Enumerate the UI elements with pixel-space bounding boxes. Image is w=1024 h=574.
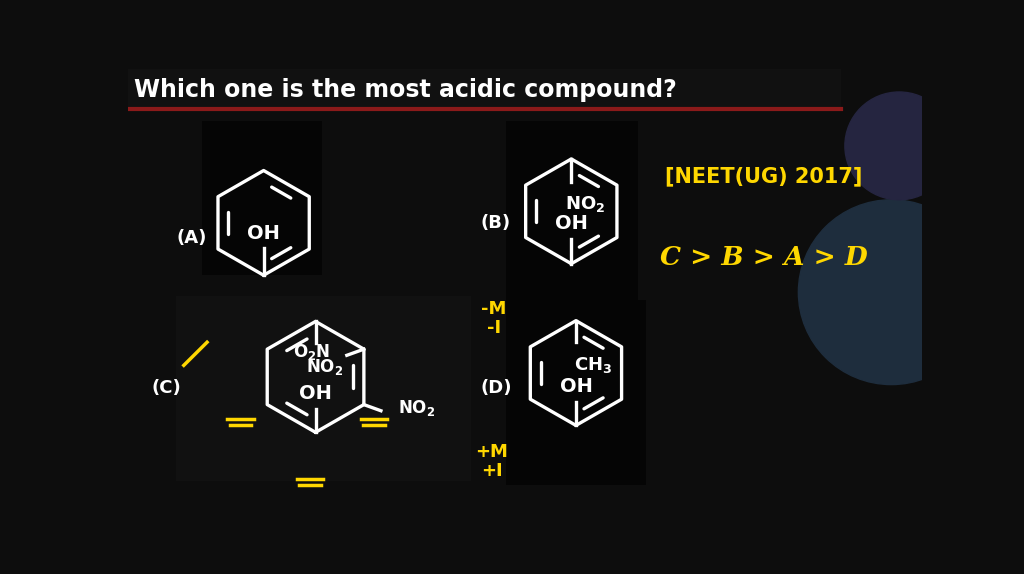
Text: OH: OH [555,214,588,233]
Text: (A): (A) [176,229,207,247]
Text: (C): (C) [152,379,181,397]
Circle shape [799,200,984,385]
Text: OH: OH [299,384,332,403]
Text: (D): (D) [480,379,512,397]
Text: (B): (B) [480,214,511,232]
Text: +I: +I [480,462,503,480]
Text: OH: OH [559,377,593,396]
Text: $\mathregular{NO_2}$: $\mathregular{NO_2}$ [306,357,343,377]
Text: Which one is the most acidic compound?: Which one is the most acidic compound? [134,79,677,102]
Text: $\mathregular{CH_3}$: $\mathregular{CH_3}$ [573,355,612,375]
Text: +M: +M [475,443,508,461]
Text: -M: -M [481,300,507,318]
Bar [176,296,471,481]
Text: $\mathregular{NO_2}$: $\mathregular{NO_2}$ [398,398,435,418]
Text: -I: -I [486,319,501,336]
Bar [506,121,638,325]
Text: OH: OH [247,224,280,243]
Text: C > B > A > D: C > B > A > D [659,245,867,270]
Bar [202,121,322,276]
Bar [506,300,646,484]
Text: [NEET(UG) 2017]: [NEET(UG) 2017] [665,166,862,187]
Circle shape [845,92,953,200]
Text: $\mathregular{NO_2}$: $\mathregular{NO_2}$ [565,195,605,215]
Bar [128,69,841,109]
Text: $\mathregular{O_2N}$: $\mathregular{O_2N}$ [293,342,330,362]
